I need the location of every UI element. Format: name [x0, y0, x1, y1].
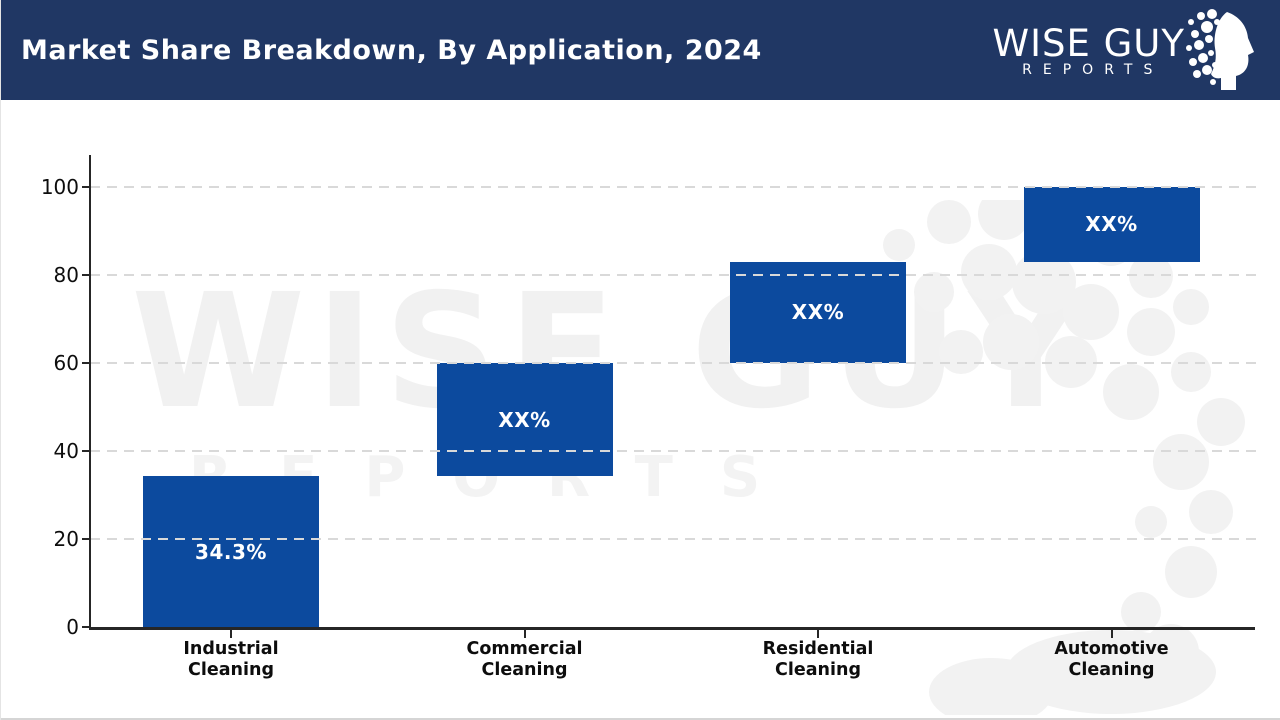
- y-tick-label: 60: [53, 351, 79, 375]
- bar-residential-cleaning: XX%: [730, 261, 906, 363]
- category-line1: Residential: [762, 639, 874, 659]
- bar-value-label: XX%: [498, 407, 551, 432]
- gridline: [90, 538, 1259, 540]
- bar-automotive-cleaning: XX%: [1023, 187, 1200, 262]
- category-line1: Automotive: [1054, 639, 1169, 659]
- x-tick: [230, 630, 232, 638]
- y-axis-line: [89, 155, 91, 630]
- x-axis-line: [89, 627, 1255, 630]
- x-category-label: Industrial Cleaning: [121, 639, 341, 681]
- y-tick: [82, 626, 89, 628]
- y-tick: [82, 186, 89, 188]
- y-tick-label: 80: [53, 263, 79, 287]
- y-tick-label: 100: [40, 175, 79, 199]
- chart: WISE GUY REPORTS: [1, 100, 1280, 720]
- y-tick: [82, 274, 89, 276]
- x-category-label: Residential Cleaning: [708, 639, 928, 681]
- gridline: [90, 186, 1259, 188]
- category-line2: Cleaning: [1068, 660, 1155, 680]
- gridline: [90, 362, 1259, 364]
- header: Market Share Breakdown, By Application, …: [1, 0, 1280, 100]
- x-category-label: Commercial Cleaning: [415, 639, 635, 681]
- gridline: [90, 274, 1259, 276]
- bar-value-label: XX%: [791, 300, 845, 325]
- category-line1: Industrial: [183, 639, 279, 659]
- y-tick-label: 20: [53, 527, 79, 551]
- logo-head-icon: [1186, 9, 1254, 90]
- bar-industrial-cleaning: 34.3%: [143, 476, 319, 627]
- page-title: Market Share Breakdown, By Application, …: [21, 34, 762, 66]
- logo-wordmark: WISE GUY: [992, 22, 1185, 65]
- y-tick: [82, 362, 89, 364]
- x-tick: [817, 630, 819, 638]
- bar-value-label: XX%: [1085, 212, 1138, 237]
- x-tick: [1110, 630, 1113, 638]
- y-tick: [82, 538, 89, 540]
- logo-text: WISE GUY REPORTS: [993, 22, 1185, 78]
- y-tick: [82, 450, 89, 452]
- category-line2: Cleaning: [481, 660, 568, 680]
- wise-guy-reports-logo: WISE GUY REPORTS: [993, 8, 1263, 92]
- y-tick-label: 40: [53, 439, 79, 463]
- category-line2: Cleaning: [188, 660, 274, 680]
- category-line1: Commercial: [466, 639, 583, 659]
- category-line2: Cleaning: [775, 660, 861, 680]
- bar-commercial-cleaning: XX%: [436, 363, 613, 477]
- bar-value-label: 34.3%: [195, 539, 267, 564]
- x-category-label: Automotive Cleaning: [1002, 639, 1222, 681]
- y-tick-label: 0: [66, 615, 79, 639]
- page-bottom-border: [1, 718, 1280, 720]
- logo-subtitle: REPORTS: [1022, 62, 1164, 78]
- gridline: [90, 450, 1259, 452]
- x-tick: [523, 630, 526, 638]
